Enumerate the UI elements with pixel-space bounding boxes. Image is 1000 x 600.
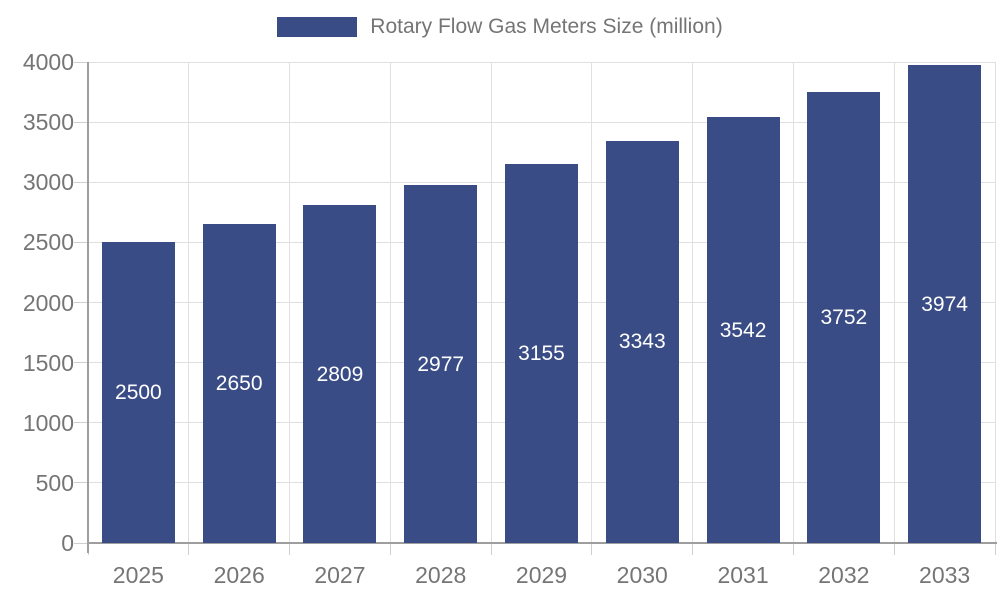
bar-value-label: 3542 (719, 318, 767, 342)
y-tick-mark (74, 362, 88, 364)
x-tick-mark (188, 543, 190, 555)
y-tick-mark (74, 121, 88, 123)
gridline-vertical (994, 62, 996, 543)
x-tick-label: 2025 (112, 562, 164, 588)
bar: 3974 (908, 65, 982, 543)
x-tick-mark (792, 543, 794, 555)
gridline-vertical (289, 62, 291, 543)
y-tick-label: 1500 (22, 349, 74, 376)
x-tick-mark (490, 543, 492, 555)
gridline-horizontal (88, 61, 995, 63)
y-tick-label: 1000 (22, 409, 74, 436)
bar-value-label: 3343 (618, 330, 666, 354)
gridline-vertical (792, 62, 794, 543)
y-tick-mark (74, 302, 88, 303)
bar: 2500 (101, 242, 175, 543)
bar: 2650 (202, 224, 276, 543)
y-tick-mark (74, 181, 88, 183)
x-tick-label: 2029 (515, 562, 568, 588)
bar: 2809 (303, 205, 377, 543)
gridline-vertical (591, 62, 593, 543)
y-tick-label: 0 (61, 530, 74, 556)
gridline-horizontal (88, 121, 995, 123)
y-tick-mark (74, 422, 88, 424)
y-tick-label: 4000 (22, 49, 74, 75)
bar: 2977 (404, 185, 478, 543)
x-tick-mark (289, 543, 291, 555)
y-axis-line (87, 62, 89, 553)
bar-value-label: 2500 (115, 381, 162, 405)
x-tick-label: 2028 (415, 562, 467, 588)
gridline-vertical (490, 62, 492, 543)
x-tick-mark (389, 543, 391, 555)
gridline-vertical (692, 62, 694, 543)
x-tick-label: 2027 (314, 562, 366, 588)
bar-value-label: 3752 (820, 305, 868, 329)
y-tick-mark (74, 241, 88, 243)
x-axis-line (87, 542, 997, 544)
y-tick-mark (74, 61, 88, 63)
x-tick-label: 2030 (616, 562, 668, 588)
y-tick-label: 500 (35, 469, 74, 496)
bar: 3542 (706, 117, 780, 543)
gridline-vertical (893, 62, 895, 543)
bar-value-label: 3155 (518, 341, 565, 365)
x-tick-label: 2031 (717, 562, 769, 588)
legend-label: Rotary Flow Gas Meters Size (million) (370, 15, 723, 38)
bar: 3752 (807, 91, 881, 543)
x-tick-mark (692, 543, 694, 555)
x-tick-mark (994, 543, 996, 555)
x-tick-label: 2033 (919, 562, 971, 588)
x-tick-label: 2026 (213, 562, 265, 588)
y-tick-label: 3500 (22, 109, 74, 136)
bar-value-label: 2809 (316, 362, 364, 386)
bar-value-label: 2650 (215, 372, 263, 396)
legend[interactable]: Rotary Flow Gas Meters Size (million) (0, 16, 1000, 37)
x-tick-label: 2032 (818, 562, 870, 588)
y-tick-label: 2000 (22, 289, 74, 316)
bar: 3155 (505, 163, 578, 543)
gridline-vertical (188, 62, 190, 543)
gridline-vertical (389, 62, 391, 543)
x-tick-mark (591, 543, 593, 555)
y-tick-label: 3000 (22, 169, 74, 196)
y-tick-mark (74, 482, 88, 484)
bar-value-label: 2977 (417, 352, 465, 376)
bar: 3343 (605, 141, 679, 543)
legend-swatch (277, 16, 358, 37)
y-tick-label: 2500 (22, 229, 74, 256)
bar-value-label: 3974 (921, 292, 968, 316)
y-tick-mark (74, 542, 88, 544)
x-tick-mark (893, 543, 895, 555)
